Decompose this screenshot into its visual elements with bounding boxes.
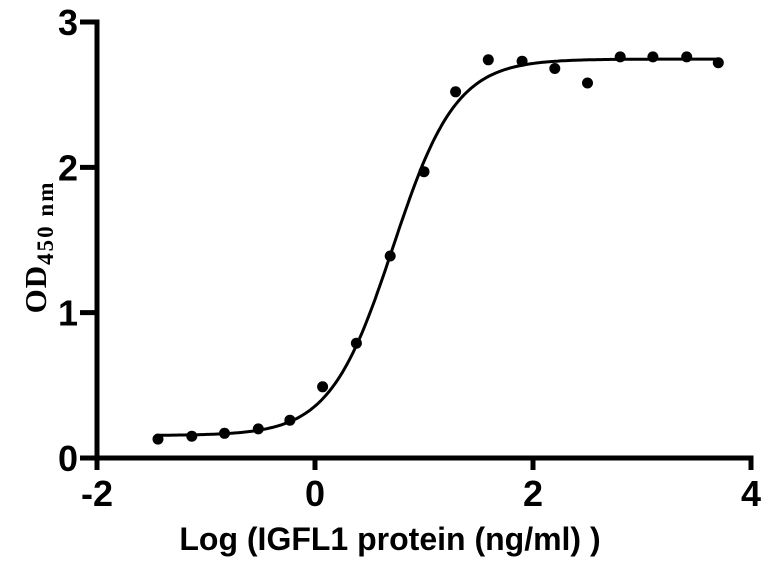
- x-tick-label: -2: [81, 473, 113, 514]
- data-point: [681, 51, 693, 63]
- y-axis-title-base: OD: [18, 264, 53, 314]
- y-axis-title: OD450 nm: [18, 181, 58, 314]
- data-point: [516, 55, 528, 67]
- x-axis-title: Log (IGFL1 protein (ng/ml) ): [179, 521, 601, 557]
- data-point: [482, 54, 494, 66]
- data-point: [317, 381, 329, 393]
- data-point: [384, 250, 396, 262]
- data-point: [219, 427, 230, 439]
- data-point: [186, 430, 198, 442]
- x-tick-label: 2: [523, 473, 543, 514]
- data-point: [284, 414, 296, 426]
- y-tick-label: 2: [58, 147, 78, 188]
- data-point: [712, 57, 724, 69]
- data-point: [152, 433, 164, 445]
- y-tick-label: 3: [58, 2, 78, 43]
- y-axis-title-subscript: 450 nm: [33, 180, 58, 265]
- data-point: [647, 51, 659, 63]
- x-tick-label: 4: [741, 473, 761, 514]
- data-point: [450, 86, 462, 98]
- data-point: [418, 166, 430, 178]
- data-point: [614, 51, 626, 63]
- y-tick-label: 1: [58, 293, 78, 334]
- data-point: [582, 77, 593, 89]
- fit-curve: [155, 57, 721, 437]
- data-point: [252, 423, 264, 435]
- y-tick-label: 0: [58, 438, 78, 479]
- data-point: [350, 337, 362, 349]
- x-tick-label: 0: [305, 473, 325, 514]
- data-point: [549, 63, 561, 74]
